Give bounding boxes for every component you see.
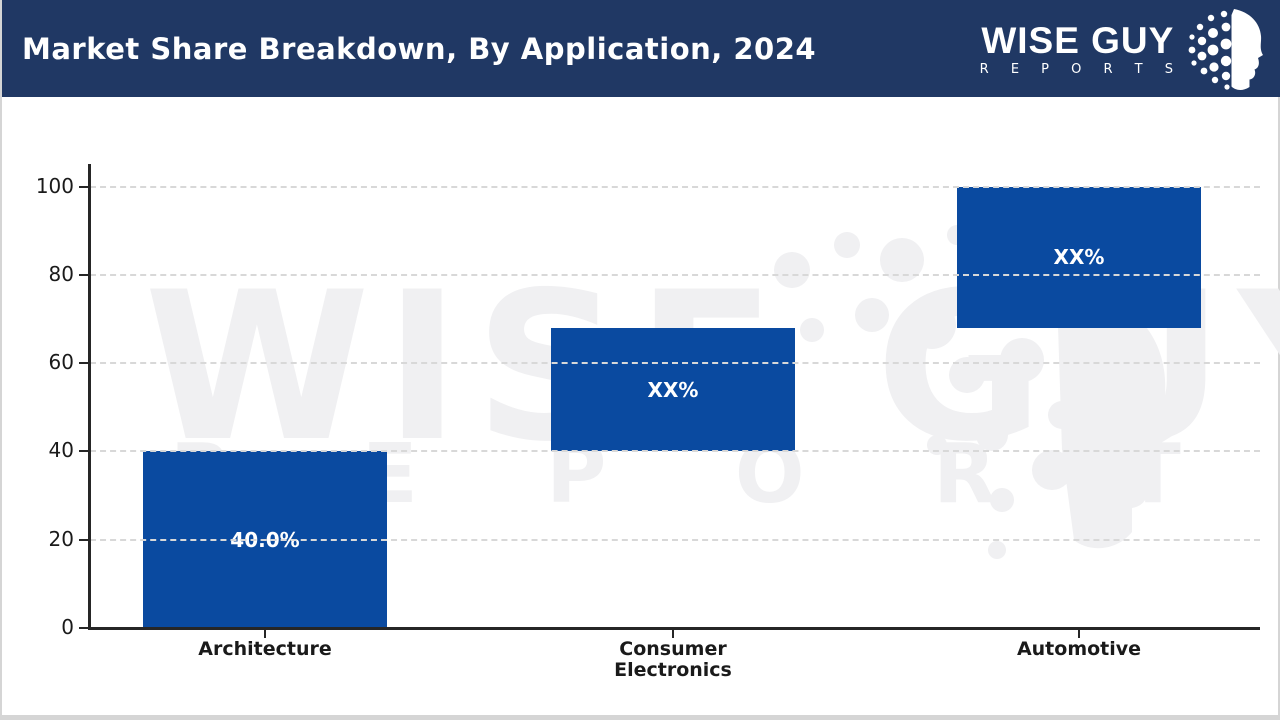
x-category-label-2: Automotive <box>1016 638 1142 660</box>
x-tick-mark-2 <box>1078 629 1080 638</box>
y-tick-label-60: 60 <box>48 350 74 375</box>
y-tick-mark-60 <box>79 362 89 365</box>
y-tick-mark-100 <box>79 185 89 188</box>
bar-consumer-electronics: XX% <box>551 327 795 452</box>
gridline-40 <box>90 450 1260 453</box>
x-tick-mark-0 <box>264 629 266 638</box>
y-tick-label-40: 40 <box>48 438 74 463</box>
brand-logo: WISE GUY R E P O R T S <box>974 8 1266 91</box>
gridline-100 <box>90 185 1260 188</box>
y-tick-label-80: 80 <box>48 261 74 286</box>
y-tick-mark-80 <box>79 273 89 276</box>
y-tick-mark-0 <box>79 627 89 629</box>
brand-subtitle: R E P O R T S <box>979 62 1182 77</box>
gridline-20 <box>90 538 1260 541</box>
y-tick-label-0: 0 <box>61 615 74 639</box>
y-tick-mark-40 <box>79 450 89 453</box>
brand-logo-text: WISE GUY R E P O R T S <box>974 20 1182 78</box>
x-category-label-0: Architecture <box>198 638 332 660</box>
header-band: Market Share Breakdown, By Application, … <box>2 0 1280 97</box>
x-axis-spine <box>88 627 1260 630</box>
bar-automotive: XX% <box>957 186 1201 328</box>
x-tick-mark-1 <box>672 629 674 638</box>
y-tick-label-20: 20 <box>48 526 74 551</box>
chart-title: Market Share Breakdown, By Application, … <box>22 31 817 66</box>
y-tick-label-100: 100 <box>35 173 74 198</box>
gridline-80 <box>90 273 1260 276</box>
bar-value-label: XX% <box>1053 245 1105 270</box>
bar-value-label: XX% <box>647 377 699 402</box>
gridline-60 <box>90 362 1260 365</box>
brand-dotted-head-icon <box>1188 9 1263 91</box>
y-tick-mark-20 <box>79 538 89 541</box>
brand-name: WISE GUY <box>981 20 1175 61</box>
x-category-label-1: Consumer Electronics <box>614 638 732 681</box>
y-axis-spine <box>88 164 91 630</box>
